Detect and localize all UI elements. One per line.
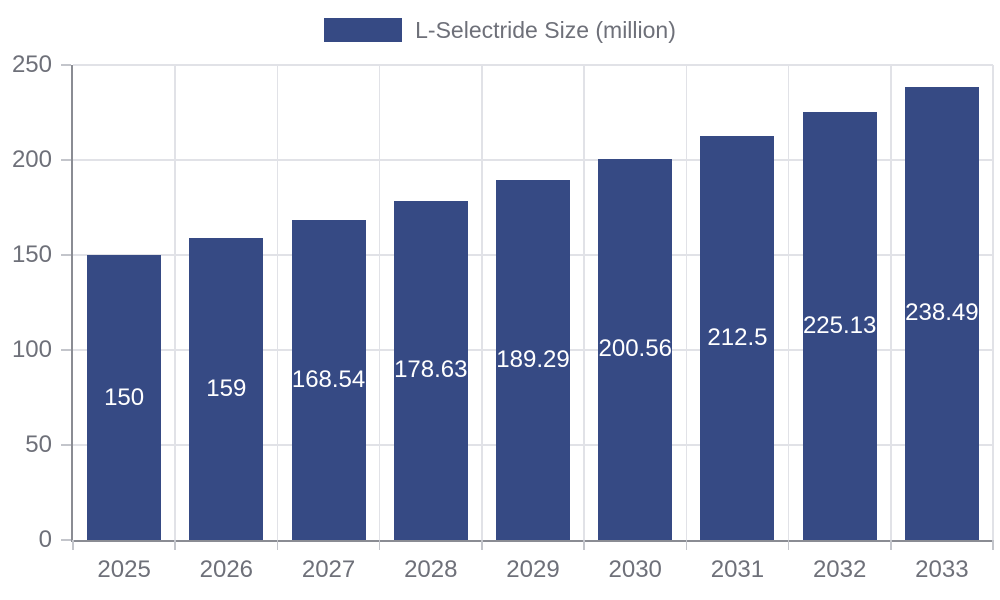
bar-value-label: 189.29: [496, 346, 570, 374]
x-axis-tick-label: 2031: [710, 556, 765, 583]
legend-swatch-icon: [324, 18, 403, 42]
gridline-horizontal: [73, 64, 993, 66]
x-axis-tick: [378, 540, 381, 550]
x-axis-tick-label: 2030: [608, 556, 662, 583]
y-axis-tick: [61, 254, 71, 256]
bar-value-label: 212.5: [707, 324, 768, 352]
y-axis-tick: [61, 349, 71, 351]
legend-label: L-Selectride Size (million): [415, 17, 676, 43]
x-axis-tick: [276, 540, 279, 550]
x-axis-tick-label: 2027: [301, 556, 356, 583]
bar-value-label: 159: [206, 374, 247, 402]
y-axis-tick-label: 0: [38, 526, 52, 553]
gridline-vertical: [890, 65, 892, 540]
x-axis-tick: [992, 540, 994, 550]
bar-value-label: 238.49: [905, 299, 979, 327]
bar-value-label: 178.63: [394, 356, 468, 384]
chart-legend[interactable]: L-Selectride Size (million): [0, 17, 1000, 43]
gridline-vertical: [583, 65, 585, 540]
x-axis-tick-label: 2029: [506, 556, 560, 583]
bar-value-label: 168.54: [291, 365, 366, 393]
bar[interactable]: 200.56: [598, 158, 673, 540]
y-axis-tick-label: 250: [11, 51, 52, 78]
x-axis-tick: [787, 540, 790, 550]
bar[interactable]: 150: [87, 255, 162, 540]
bar[interactable]: 225.13: [802, 112, 877, 540]
gridline-vertical: [276, 65, 279, 540]
x-axis-tick: [174, 540, 176, 550]
x-axis-tick-label: 2032: [812, 556, 867, 583]
bar-value-label: 150: [104, 383, 145, 411]
bar[interactable]: 178.63: [393, 200, 468, 540]
plot-area: 150 159 168.54 178.63 189.29 200.56 212.5 225.1…: [61, 64, 994, 550]
x-axis-tick-label: 2028: [404, 556, 458, 583]
x-axis-tick-label: 2025: [97, 556, 151, 583]
y-axis-tick-label: 100: [11, 336, 52, 363]
x-axis-tick-label: 2026: [199, 556, 254, 583]
bar-value-label: 225.13: [802, 312, 877, 340]
y-axis-line: [71, 65, 73, 540]
bar[interactable]: 159: [189, 237, 264, 540]
y-axis-tick-label: 150: [11, 241, 52, 268]
gridline-vertical: [481, 65, 483, 540]
x-axis-tick: [890, 540, 892, 550]
y-axis-tick: [61, 444, 71, 446]
bar-value-label: 200.56: [598, 335, 672, 363]
bar[interactable]: 189.29: [496, 180, 570, 540]
x-axis-tick: [481, 540, 483, 550]
bar[interactable]: 238.49: [904, 86, 979, 540]
gridline-horizontal: [73, 159, 993, 161]
x-axis-tick: [72, 540, 74, 550]
y-axis-tick: [61, 159, 71, 161]
y-axis-tick-label: 200: [11, 146, 52, 173]
y-axis-tick: [61, 64, 71, 66]
gridline-vertical: [992, 65, 994, 540]
x-axis-line: [71, 540, 993, 542]
x-axis-tick: [583, 540, 585, 550]
gridline-vertical: [378, 65, 381, 540]
x-axis-tick: [685, 540, 688, 550]
bar[interactable]: 168.54: [291, 219, 366, 540]
y-axis-tick: [61, 539, 71, 541]
gridline-vertical: [685, 65, 688, 540]
gridline-vertical: [787, 65, 790, 540]
gridline-vertical: [174, 65, 176, 540]
x-axis-tick-label: 2033: [915, 556, 969, 583]
y-axis-tick-label: 50: [25, 431, 52, 458]
bar[interactable]: 212.5: [700, 136, 775, 540]
